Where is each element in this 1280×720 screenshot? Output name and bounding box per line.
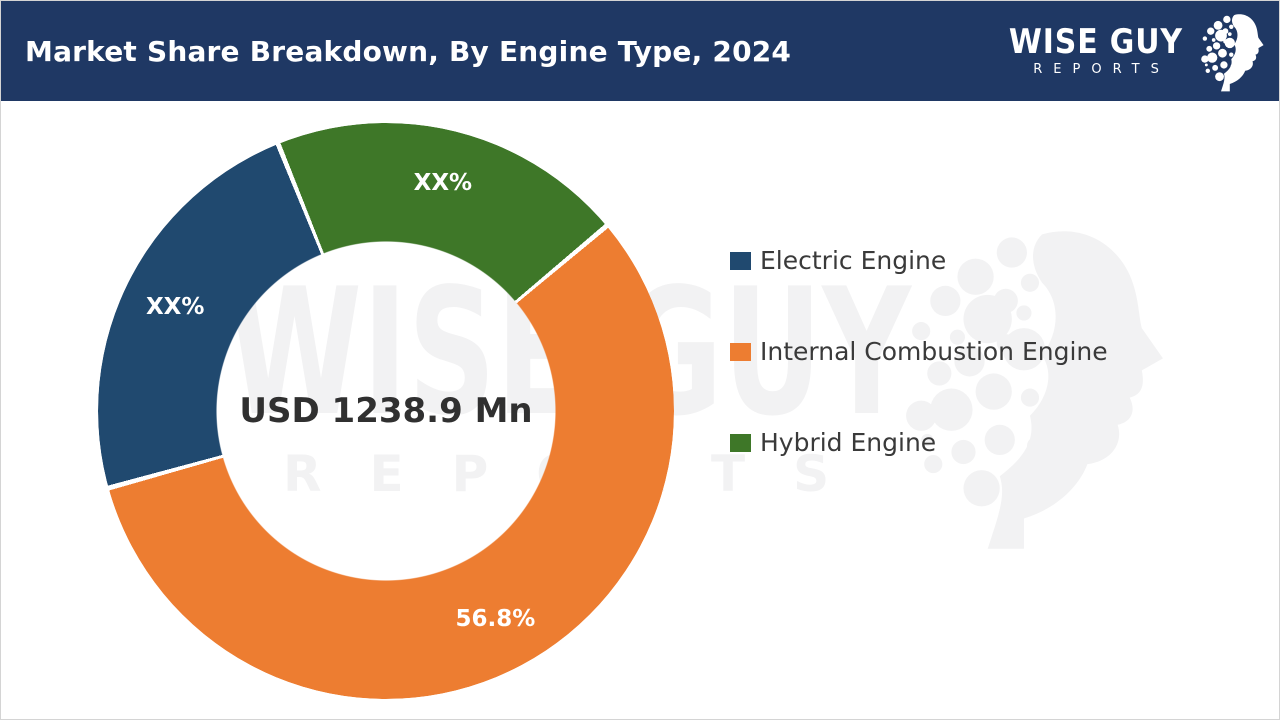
logo-head-icon <box>1201 14 1264 92</box>
page-title: Market Share Breakdown, By Engine Type, … <box>25 34 792 68</box>
legend-label-internal-combustion: Internal Combustion Engine <box>760 337 1108 366</box>
legend-item-electric-engine: Electric Engine <box>730 246 1108 275</box>
donut-ring <box>98 123 674 699</box>
donut-chart: USD 1238.9 Mn XX% 56.8% XX% <box>98 123 674 699</box>
legend-swatch-internal-combustion <box>730 343 751 361</box>
legend: Electric Engine Internal Combustion Engi… <box>730 246 1108 523</box>
wise-guy-logo: WISE GUY REPORTS <box>997 10 1265 92</box>
segment-value-label: XX% <box>145 294 205 321</box>
legend-swatch-hybrid <box>730 434 751 452</box>
logo-subtext: REPORTS <box>1033 62 1170 78</box>
logo-wordmark: WISE GUY <box>1009 21 1184 62</box>
header: Market Share Breakdown, By Engine Type, … <box>1 1 1279 101</box>
segment-value-label: 56.8% <box>455 605 536 632</box>
logo-text-block: WISE GUY REPORTS <box>997 21 1195 78</box>
legend-swatch-electric <box>730 252 751 270</box>
legend-label-hybrid: Hybrid Engine <box>760 428 937 457</box>
legend-label-electric: Electric Engine <box>760 246 947 275</box>
legend-item-internal-combustion-engine: Internal Combustion Engine <box>730 337 1108 366</box>
segment-value-label: XX% <box>413 169 473 196</box>
legend-item-hybrid-engine: Hybrid Engine <box>730 428 1108 457</box>
donut-center-value: USD 1238.9 Mn <box>239 391 533 431</box>
